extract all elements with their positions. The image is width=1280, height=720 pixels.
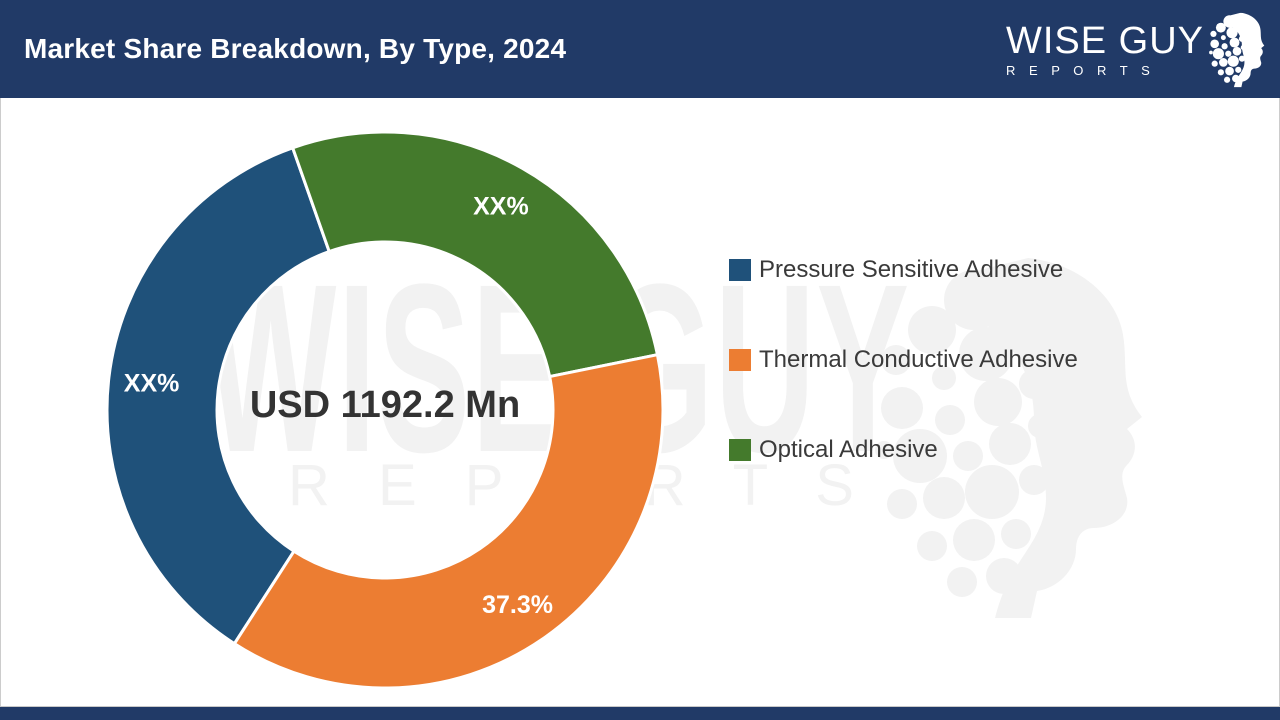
legend-item-thermal-conductive-adhesive[interactable]: Thermal Conductive Adhesive [729, 338, 1078, 382]
donut-segment-2[interactable] [291, 130, 659, 379]
brand-subtitle: R E P O R T S [1005, 62, 1155, 78]
legend-item-pressure-sensitive-adhesive[interactable]: Pressure Sensitive Adhesive [729, 248, 1078, 292]
segment-value-label: 37.3% [482, 591, 553, 619]
page-title: Market Share Breakdown, By Type, 2024 [24, 33, 567, 64]
segment-value-label: XX% [473, 193, 529, 221]
brand-face-dots-icon [1206, 10, 1268, 90]
segment-value-label: XX% [124, 370, 180, 398]
chart-legend: Pressure Sensitive Adhesive Thermal Cond… [729, 248, 1078, 518]
brand-logo-text: WISE GUY R E P O R T S [1005, 20, 1204, 78]
legend-swatch-green [729, 439, 751, 461]
footer-bar [0, 707, 1280, 720]
donut-segment-0[interactable] [105, 146, 331, 646]
legend-item-optical-adhesive[interactable]: Optical Adhesive [729, 428, 1078, 472]
legend-swatch-blue [729, 259, 751, 281]
brand-logo: WISE GUY R E P O R T S [1006, 6, 1268, 94]
legend-swatch-orange [729, 349, 751, 371]
legend-label: Pressure Sensitive Adhesive [759, 256, 1064, 283]
header-bar: Market Share Breakdown, By Type, 2024 WI… [0, 0, 1280, 98]
chart-center-value: USD 1192.2 Mn [249, 384, 521, 426]
legend-label: Thermal Conductive Adhesive [759, 346, 1078, 373]
brand-name: WISE GUY [1005, 20, 1204, 63]
legend-label: Optical Adhesive [759, 436, 938, 463]
donut-segment-1[interactable] [232, 353, 665, 690]
